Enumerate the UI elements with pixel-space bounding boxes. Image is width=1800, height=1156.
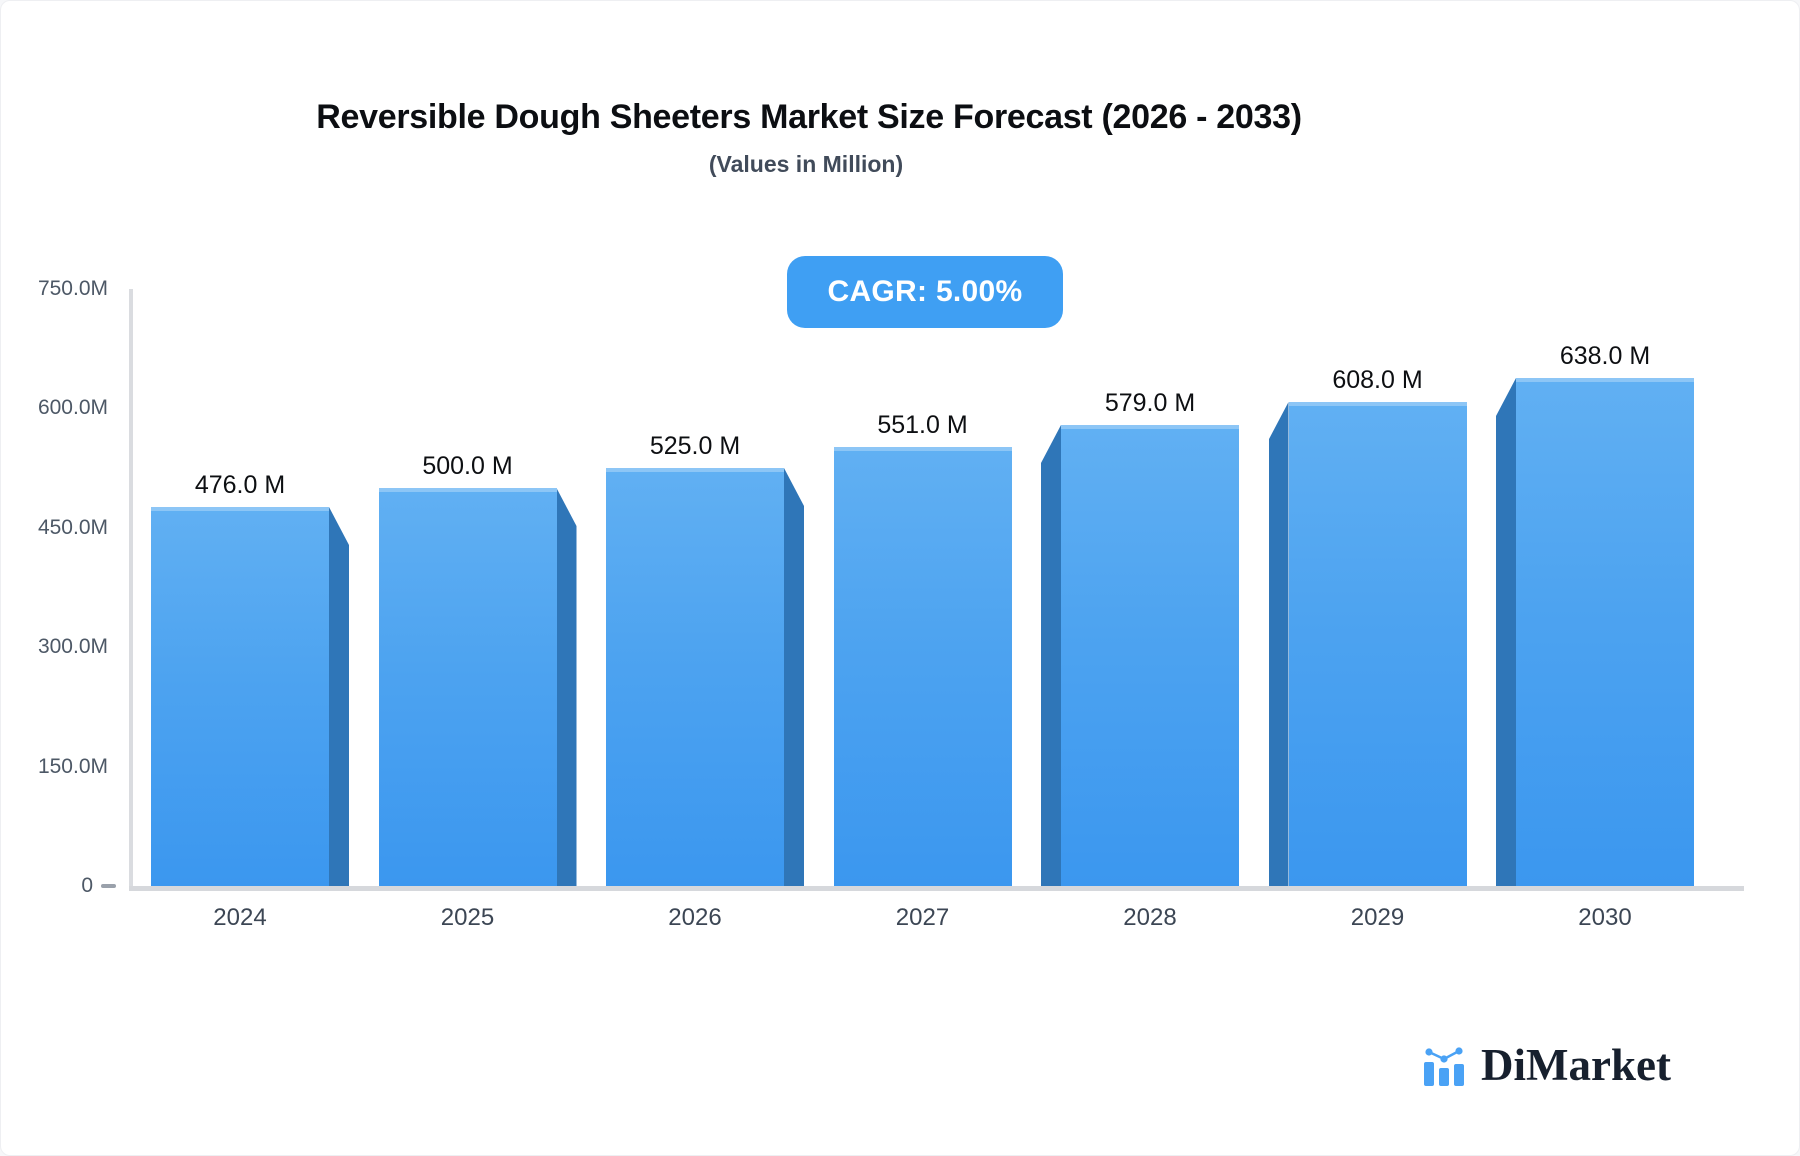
bar-2028 (1061, 425, 1239, 886)
x-axis-category-label: 2025 (440, 904, 495, 931)
x-axis-category-label: 2024 (213, 904, 267, 931)
y-axis-tick-label: 0 (81, 874, 93, 897)
y-axis-tick-label: 150.0M (37, 754, 108, 778)
y-axis-tick-label: 450.0M (37, 515, 108, 539)
bar-side-face-2029 (1268, 402, 1289, 886)
dimarket-logo-icon (1424, 1046, 1464, 1086)
bar-side-face-2030 (1496, 378, 1516, 886)
y-axis-tick-label: 750.0M (37, 277, 108, 300)
brand-footer: DiMarket (1423, 1043, 1671, 1088)
x-axis-category-label: 2029 (1350, 904, 1405, 931)
bar-value-label: 638.0 M (1559, 342, 1651, 370)
chart-subtitle: (Values in Million) (708, 151, 904, 177)
y-axis-tick-label: 600.0M (37, 396, 108, 420)
bar-2026 (606, 468, 784, 886)
brand-name: DiMarket (1481, 1040, 1671, 1090)
bar-side-face-2025 (556, 488, 577, 886)
y-axis-tick-label: 300.0M (37, 635, 108, 659)
x-axis-line (129, 886, 1744, 891)
bar-2024 (151, 507, 329, 886)
bar-2027 (833, 447, 1012, 886)
x-axis-category-label: 2028 (1123, 904, 1177, 931)
bar-value-label: 476.0 M (194, 471, 286, 499)
bar-value-label: 608.0 M (1332, 366, 1423, 394)
y-axis-line (129, 289, 133, 891)
x-axis-category-label: 2027 (895, 904, 950, 931)
bar-2025 (378, 488, 557, 886)
zero-tick-mark (101, 884, 116, 888)
x-axis-category-label: 2030 (1578, 904, 1632, 931)
bar-value-label: 525.0 M (649, 432, 741, 460)
cagr-badge: CAGR: 5.00% (787, 256, 1063, 328)
bar-side-face-2024 (329, 507, 349, 886)
x-axis-category-label: 2026 (668, 904, 722, 931)
bar-value-label: 579.0 M (1104, 389, 1196, 417)
chart-title: Reversible Dough Sheeters Market Size Fo… (316, 98, 1302, 136)
bar-side-face-2028 (1041, 425, 1061, 886)
bar-value-label: 500.0 M (422, 452, 513, 480)
bar-side-face-2026 (784, 468, 804, 886)
bar-2029 (1288, 402, 1467, 886)
bar-value-label: 551.0 M (877, 411, 968, 439)
bar-2030 (1516, 378, 1694, 886)
